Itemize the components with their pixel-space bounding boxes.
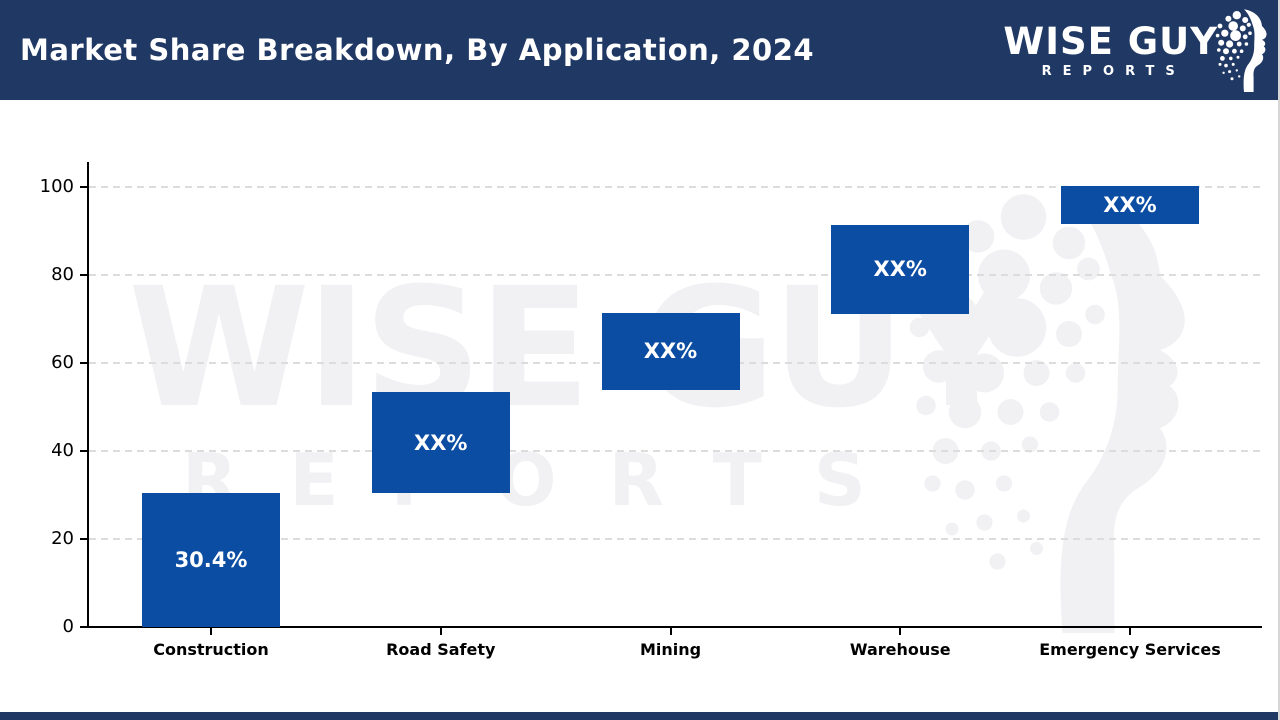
gridline-100	[89, 186, 1262, 188]
logo-wiseguy-text: WISE GUY	[1003, 19, 1218, 63]
bar-value-label-construction: 30.4%	[174, 548, 248, 573]
ytick-label-100: 100	[39, 176, 74, 197]
logo-text: WISE GUY REPORTS	[1003, 23, 1218, 78]
bar-value-label-road-safety: XX%	[414, 430, 468, 455]
ytick-mark-100	[80, 186, 87, 188]
gridline-20	[89, 538, 1262, 540]
gridline-80	[89, 274, 1262, 276]
bar-emergency-services: XX%	[1061, 186, 1199, 224]
bar-road-safety: XX%	[371, 392, 510, 494]
ytick-label-0: 0	[62, 616, 74, 637]
ytick-label-40: 40	[51, 440, 74, 461]
bar-construction: 30.4%	[142, 493, 280, 627]
xtick-mark-emergency-services	[1129, 628, 1131, 635]
xcat-label-construction: Construction	[153, 640, 269, 659]
xcat-label-mining: Mining	[639, 640, 702, 659]
ytick-mark-80	[80, 274, 87, 276]
xtick-mark-road-safety	[439, 628, 442, 635]
bar-mining: XX%	[601, 312, 740, 390]
footer-bar	[0, 712, 1278, 720]
header-bar: Market Share Breakdown, By Application, …	[0, 0, 1278, 100]
page-title: Market Share Breakdown, By Application, …	[20, 33, 815, 67]
ytick-label-20: 20	[51, 528, 74, 549]
ytick-mark-60	[80, 362, 87, 364]
xcat-label-road-safety: Road Safety	[386, 640, 496, 659]
logo-reports-text: REPORTS	[1041, 63, 1186, 79]
logo-head-icon	[1215, 9, 1267, 92]
y-axis-line	[87, 162, 89, 628]
xtick-mark-mining	[669, 628, 672, 635]
xtick-mark-construction	[210, 628, 212, 635]
bar-value-label-warehouse: XX%	[873, 257, 927, 282]
ytick-mark-40	[80, 450, 87, 452]
ytick-mark-20	[80, 538, 87, 540]
ytick-label-60: 60	[51, 352, 74, 373]
gridline-40	[89, 450, 1262, 452]
xtick-mark-warehouse	[899, 628, 902, 635]
logo: WISE GUY REPORTS	[1003, 6, 1274, 94]
xcat-label-warehouse: Warehouse	[849, 640, 951, 659]
ytick-mark-0	[80, 626, 87, 628]
bar-value-label-mining: XX%	[643, 339, 698, 364]
x-axis-line	[87, 626, 1262, 628]
xcat-label-emergency-services: Emergency Services	[1039, 640, 1221, 659]
bar-warehouse: XX%	[831, 224, 970, 315]
ytick-label-80: 80	[51, 264, 74, 285]
bar-value-label-emergency-services: XX%	[1103, 193, 1157, 218]
